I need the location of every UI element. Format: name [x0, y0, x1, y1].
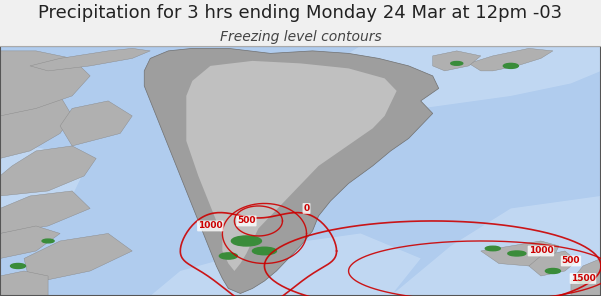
- Polygon shape: [0, 146, 96, 196]
- Text: Freezing level contours: Freezing level contours: [219, 30, 382, 44]
- Text: 1000: 1000: [198, 221, 222, 231]
- Polygon shape: [300, 46, 601, 121]
- Ellipse shape: [252, 247, 276, 255]
- Ellipse shape: [485, 246, 500, 251]
- Text: 500: 500: [562, 256, 580, 266]
- Polygon shape: [30, 48, 150, 71]
- Polygon shape: [0, 271, 48, 296]
- Polygon shape: [481, 241, 559, 266]
- Polygon shape: [469, 48, 553, 71]
- Polygon shape: [0, 71, 72, 158]
- Ellipse shape: [42, 239, 54, 243]
- Text: Precipitation for 3 hrs ending Monday 24 Mar at 12pm -03: Precipitation for 3 hrs ending Monday 24…: [38, 4, 563, 22]
- Polygon shape: [0, 51, 90, 116]
- Ellipse shape: [10, 263, 25, 268]
- Polygon shape: [186, 61, 397, 271]
- Ellipse shape: [546, 268, 561, 274]
- Text: 1000: 1000: [529, 247, 553, 255]
- Polygon shape: [60, 101, 132, 146]
- Ellipse shape: [231, 236, 261, 246]
- Text: 1500: 1500: [570, 274, 596, 283]
- Polygon shape: [150, 234, 421, 296]
- Ellipse shape: [508, 251, 526, 256]
- Ellipse shape: [219, 253, 237, 259]
- Polygon shape: [0, 226, 60, 258]
- Polygon shape: [0, 146, 90, 208]
- Ellipse shape: [577, 279, 589, 283]
- Text: 500: 500: [237, 216, 255, 226]
- Text: 0: 0: [304, 204, 310, 213]
- Polygon shape: [391, 196, 601, 296]
- Polygon shape: [433, 51, 481, 71]
- Polygon shape: [0, 191, 90, 234]
- Ellipse shape: [504, 63, 518, 68]
- Ellipse shape: [451, 62, 463, 65]
- Polygon shape: [571, 258, 601, 296]
- Polygon shape: [144, 48, 439, 294]
- Polygon shape: [529, 251, 577, 276]
- Polygon shape: [24, 234, 132, 284]
